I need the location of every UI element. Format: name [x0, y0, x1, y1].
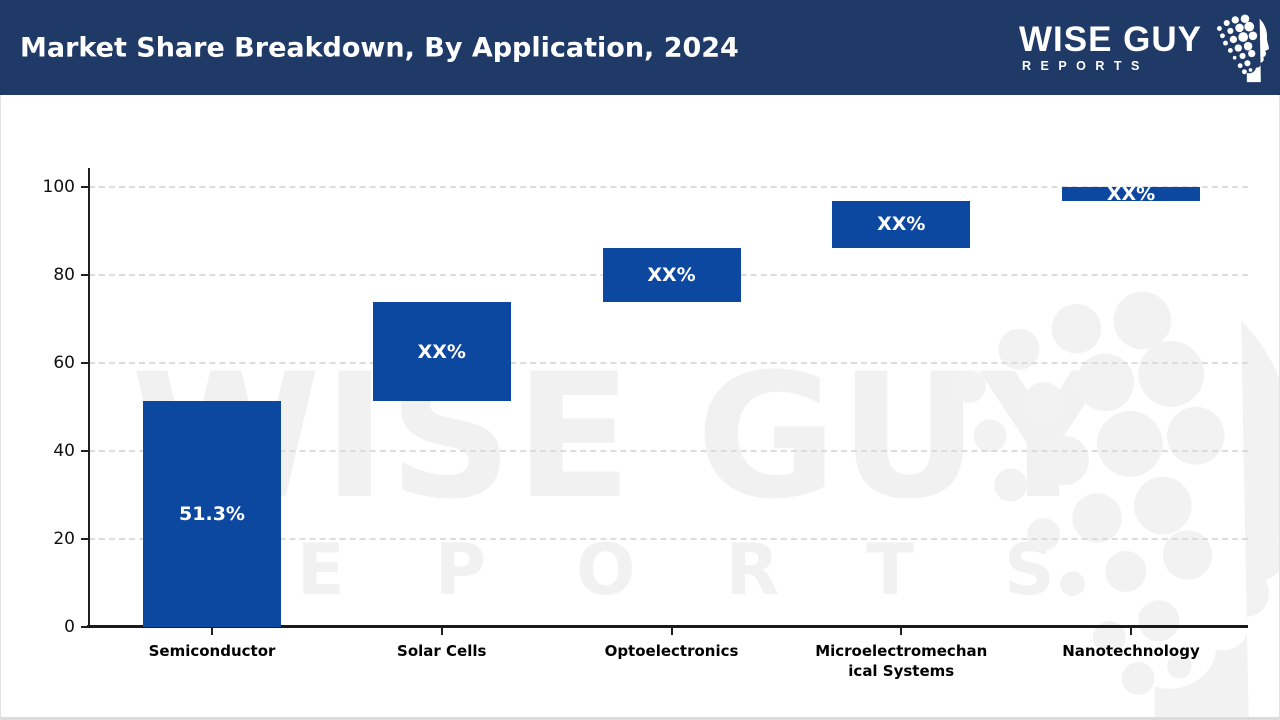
x-tick-semiconductor	[211, 628, 213, 635]
x-category-label-optoelectronics: Optoelectronics	[604, 642, 739, 660]
watermark-title: WISE GUY	[131, 336, 1108, 537]
brand-text: WISE GUY REPORTS	[1018, 20, 1202, 73]
chart-title: Market Share Breakdown, By Application, …	[20, 32, 739, 63]
header-bar: Market Share Breakdown, By Application, …	[0, 0, 1280, 95]
x-category-label-nanotechnology: Nanotechnology	[1062, 642, 1200, 660]
x-tick-microelectromechan-ical-systems	[900, 628, 903, 635]
x-category-label-semiconductor: Semiconductor	[148, 642, 276, 660]
bar-value-label: XX%	[877, 213, 926, 236]
y-tick-label-40: 40	[53, 441, 75, 461]
bar-solar-cells: XX%	[372, 302, 511, 402]
watermark-subtitle: REPORTS	[153, 529, 1145, 611]
y-tick-0	[81, 626, 88, 628]
bar-value-label: XX%	[1106, 183, 1156, 206]
x-axis-line	[87, 625, 1248, 628]
brand-subtitle: REPORTS	[1021, 58, 1149, 73]
bar-semiconductor: 51.3%	[143, 401, 281, 627]
brand-logo: WISE GUY REPORTS	[1019, 5, 1270, 90]
x-tick-optoelectronics	[670, 628, 673, 635]
x-category-label-solar-cells: Solar Cells	[397, 642, 487, 660]
y-tick-100	[81, 186, 88, 188]
y-tick-label-0: 0	[64, 617, 75, 637]
y-tick-label-100: 100	[42, 177, 75, 197]
chart-area: WISE GUY REPORTS 0 20 40 60 80 100 51.3% Semico…	[0, 95, 1280, 720]
bar-nanotechnology: XX%	[1062, 183, 1200, 205]
y-tick-label-80: 80	[53, 265, 75, 285]
x-category-label-microelectromechan-ical-systems: Microelectromechan ical Systems	[815, 642, 988, 681]
gridline-20	[89, 538, 1248, 540]
dotted-head-profile-icon	[1216, 13, 1269, 82]
gridline-100	[89, 186, 1248, 188]
bar-optoelectronics: XX%	[602, 247, 741, 303]
y-tick-label-20: 20	[53, 529, 75, 549]
bar-value-label: XX%	[647, 263, 696, 286]
y-tick-40	[81, 450, 88, 452]
y-tick-20	[81, 538, 88, 540]
y-tick-80	[81, 274, 88, 276]
x-tick-solar-cells	[440, 628, 443, 635]
y-tick-60	[81, 362, 88, 364]
y-axis-line	[88, 168, 90, 628]
bar-value-label: 51.3%	[179, 503, 245, 526]
bar-value-label: XX%	[417, 340, 466, 363]
plot-area: 0 20 40 60 80 100 51.3% Semiconductor XX% Solar C…	[1, 95, 1279, 717]
y-tick-label-60: 60	[53, 353, 75, 373]
gridline-40	[89, 450, 1248, 452]
x-tick-nanotechnology	[1130, 628, 1132, 635]
brand-name: WISE GUY	[1018, 20, 1202, 60]
bar-microelectromechan-ical-systems: XX%	[832, 201, 971, 248]
gridline-60	[89, 362, 1248, 364]
